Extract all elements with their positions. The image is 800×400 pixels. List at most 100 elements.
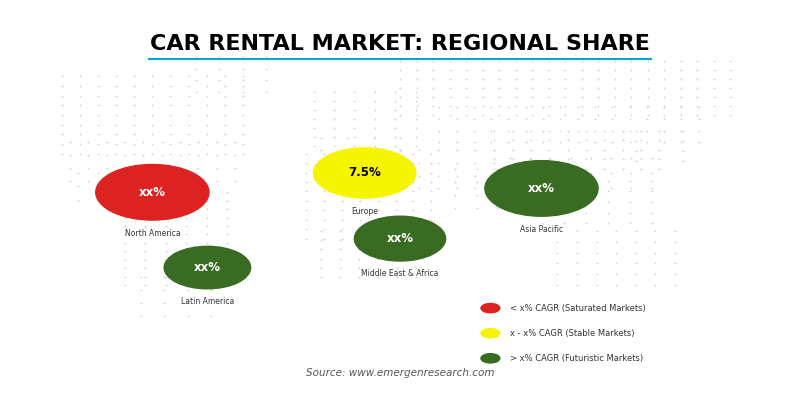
Point [485,116,498,122]
Point [502,139,515,145]
Point [55,141,68,147]
Point [369,134,382,140]
Point [537,127,550,134]
Point [307,116,320,122]
Point [139,248,152,254]
Point [139,273,152,280]
Point [159,256,172,263]
Point [74,122,86,128]
Point [218,92,231,99]
Point [707,58,720,64]
Point [558,67,571,73]
Point [443,94,456,100]
Point [431,185,444,192]
Point [307,89,320,95]
Point [180,265,193,271]
Point [590,260,603,266]
Point [371,256,384,262]
Point [335,216,348,223]
Point [74,83,86,89]
Point [658,127,670,134]
Point [128,73,141,80]
Text: xx%: xx% [528,182,555,195]
Point [410,85,423,91]
Point [315,274,328,280]
Point [488,166,501,172]
Point [674,76,687,82]
Point [641,104,654,110]
Point [110,141,122,147]
Point [690,94,703,100]
Point [658,85,670,91]
Point [580,147,593,153]
Point [218,73,231,80]
Point [389,134,402,140]
Point [74,150,86,157]
Point [353,256,366,262]
Point [653,166,666,172]
Point [192,165,205,171]
Point [585,185,598,192]
Point [610,282,622,288]
Point [645,178,658,184]
Point [394,67,406,73]
Point [110,102,122,109]
Point [570,260,583,266]
Text: Latin America: Latin America [181,297,234,306]
Point [200,73,213,80]
Point [229,152,242,158]
Point [74,73,86,80]
Point [192,139,205,145]
Point [570,238,583,245]
Point [210,139,223,145]
Point [174,139,186,145]
Point [182,150,195,157]
Point [153,183,166,190]
Point [410,89,422,95]
Point [200,273,213,280]
Point [601,188,614,194]
Point [658,67,670,73]
Point [299,169,312,176]
Point [200,141,213,147]
Point [182,287,194,293]
Point [335,160,348,166]
Point [55,122,68,128]
Point [634,166,647,172]
Point [200,198,213,204]
Point [642,67,654,73]
Point [558,94,571,100]
Point [410,134,422,140]
Point [371,265,384,271]
Point [557,220,570,226]
Point [535,188,548,194]
Point [299,150,312,157]
Point [371,169,384,176]
Point [394,147,406,153]
Point [318,160,330,166]
Point [159,214,172,221]
Point [367,147,380,153]
Point [575,103,588,109]
Point [353,216,366,223]
Point [410,237,422,243]
Point [585,154,598,161]
Point [200,131,213,138]
Point [112,170,125,176]
Point [645,209,658,216]
Point [492,166,505,172]
Point [389,236,402,242]
Text: Source: www.emergenresearch.com: Source: www.emergenresearch.com [306,368,494,378]
Point [55,73,68,80]
Point [431,172,444,179]
Point [425,160,438,166]
Point [353,226,366,232]
Point [580,166,593,172]
Point [690,112,703,118]
Point [394,76,406,82]
Point [570,228,583,234]
Point [724,112,737,118]
Point [669,228,682,234]
Point [690,103,703,109]
Point [389,89,402,95]
